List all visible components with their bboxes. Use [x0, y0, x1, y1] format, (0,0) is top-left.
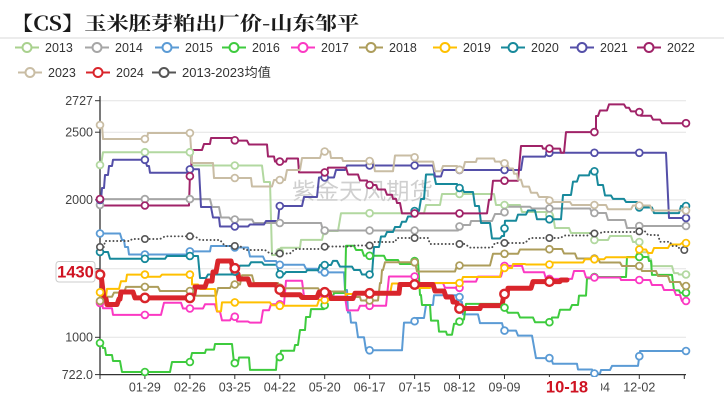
- svg-text:2500: 2500: [65, 126, 93, 140]
- svg-text:07-15: 07-15: [399, 381, 431, 395]
- svg-text:2023: 2023: [48, 66, 76, 80]
- svg-text:2019: 2019: [463, 41, 491, 55]
- svg-text:2015: 2015: [185, 41, 213, 55]
- svg-text:03-25: 03-25: [219, 381, 251, 395]
- svg-text:2017: 2017: [321, 41, 349, 55]
- svg-text:06-17: 06-17: [354, 381, 386, 395]
- svg-text:05-20: 05-20: [309, 381, 341, 395]
- svg-text:2016: 2016: [252, 41, 280, 55]
- svg-text:722.0: 722.0: [62, 368, 93, 382]
- svg-text:2021: 2021: [600, 41, 628, 55]
- svg-text:2000: 2000: [65, 193, 93, 207]
- svg-text:2013-2023: 2013-2023: [182, 65, 244, 80]
- svg-text:2024: 2024: [116, 66, 144, 80]
- svg-text:09-09: 09-09: [489, 381, 521, 395]
- svg-text:2013: 2013: [45, 41, 73, 55]
- svg-text:10-18: 10-18: [546, 379, 588, 397]
- svg-text:2022: 2022: [667, 41, 695, 55]
- svg-text:2018: 2018: [389, 41, 417, 55]
- svg-text:08-12: 08-12: [444, 381, 476, 395]
- svg-text:01-29: 01-29: [129, 381, 161, 395]
- svg-text:02-26: 02-26: [174, 381, 206, 395]
- svg-text:04-22: 04-22: [264, 381, 296, 395]
- svg-text:1000: 1000: [65, 331, 93, 345]
- svg-text:2014: 2014: [115, 41, 143, 55]
- svg-text:1430: 1430: [57, 264, 94, 282]
- svg-text:2727: 2727: [65, 94, 93, 108]
- svg-text:2020: 2020: [531, 41, 559, 55]
- svg-text:12-02: 12-02: [623, 381, 655, 395]
